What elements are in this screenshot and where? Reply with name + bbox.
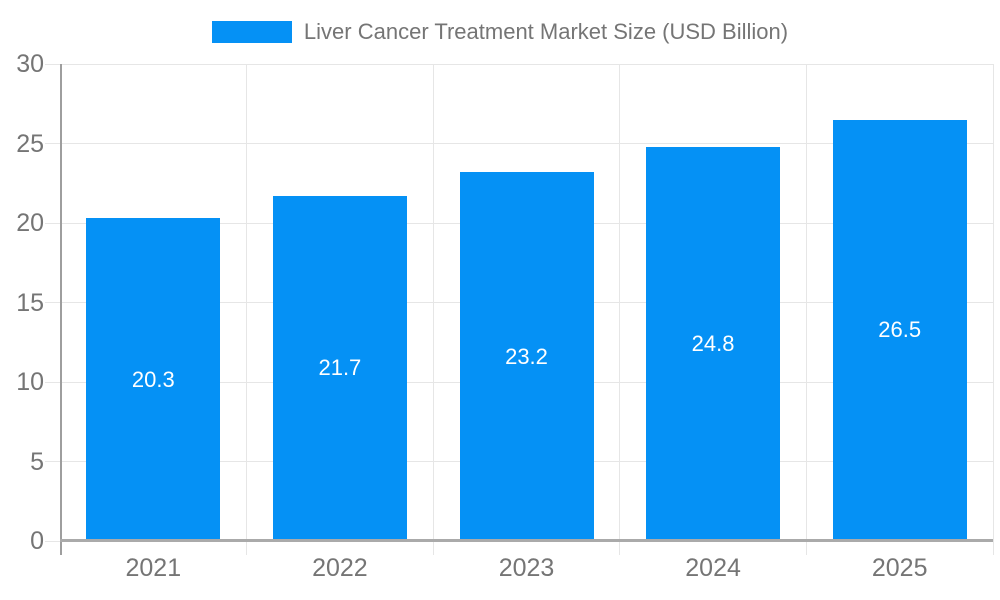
bar-value-label: 21.7 — [318, 355, 362, 381]
bar-2022[interactable]: 21.7 — [272, 195, 407, 541]
y-tick-label: 5 — [30, 447, 44, 476]
plot-area: 20.3 21.7 23.2 24.8 26.5 — [45, 63, 994, 555]
y-gridline — [45, 143, 993, 144]
y-tick-label: 30 — [16, 50, 44, 78]
bar-value-label: 24.8 — [691, 330, 735, 356]
bar-2023[interactable]: 23.2 — [459, 172, 594, 541]
bar-value-label: 20.3 — [131, 366, 175, 392]
legend[interactable]: Liver Cancer Treatment Market Size (USD … — [0, 14, 1000, 50]
y-tick-label: 0 — [30, 527, 44, 555]
y-tick-label: 15 — [16, 288, 44, 317]
bar-value-label: 26.5 — [878, 317, 922, 343]
x-tick-label: 2025 — [871, 554, 928, 582]
y-gridline — [45, 63, 993, 65]
x-tick-label: 2021 — [125, 554, 182, 582]
legend-swatch-icon — [211, 21, 292, 43]
x-tick-label: 2024 — [685, 554, 741, 582]
bar-2025[interactable]: 26.5 — [832, 119, 967, 541]
y-axis-line — [60, 64, 62, 555]
x-gridline — [805, 64, 807, 555]
x-axis-line — [60, 539, 993, 542]
x-tick-label: 2022 — [312, 554, 368, 582]
y-tick-label: 25 — [16, 129, 44, 158]
legend-label: Liver Cancer Treatment Market Size (USD … — [303, 19, 789, 44]
x-gridline — [432, 64, 434, 555]
y-tick-label: 20 — [16, 209, 44, 237]
x-gridline — [992, 64, 994, 555]
bar-2024[interactable]: 24.8 — [646, 146, 781, 541]
x-gridline — [619, 64, 621, 555]
bar-2021[interactable]: 20.3 — [86, 218, 221, 541]
x-gridline — [246, 64, 248, 555]
x-tick-label: 2023 — [498, 554, 555, 582]
y-tick-label: 10 — [16, 368, 44, 396]
bar-value-label: 23.2 — [505, 343, 548, 369]
